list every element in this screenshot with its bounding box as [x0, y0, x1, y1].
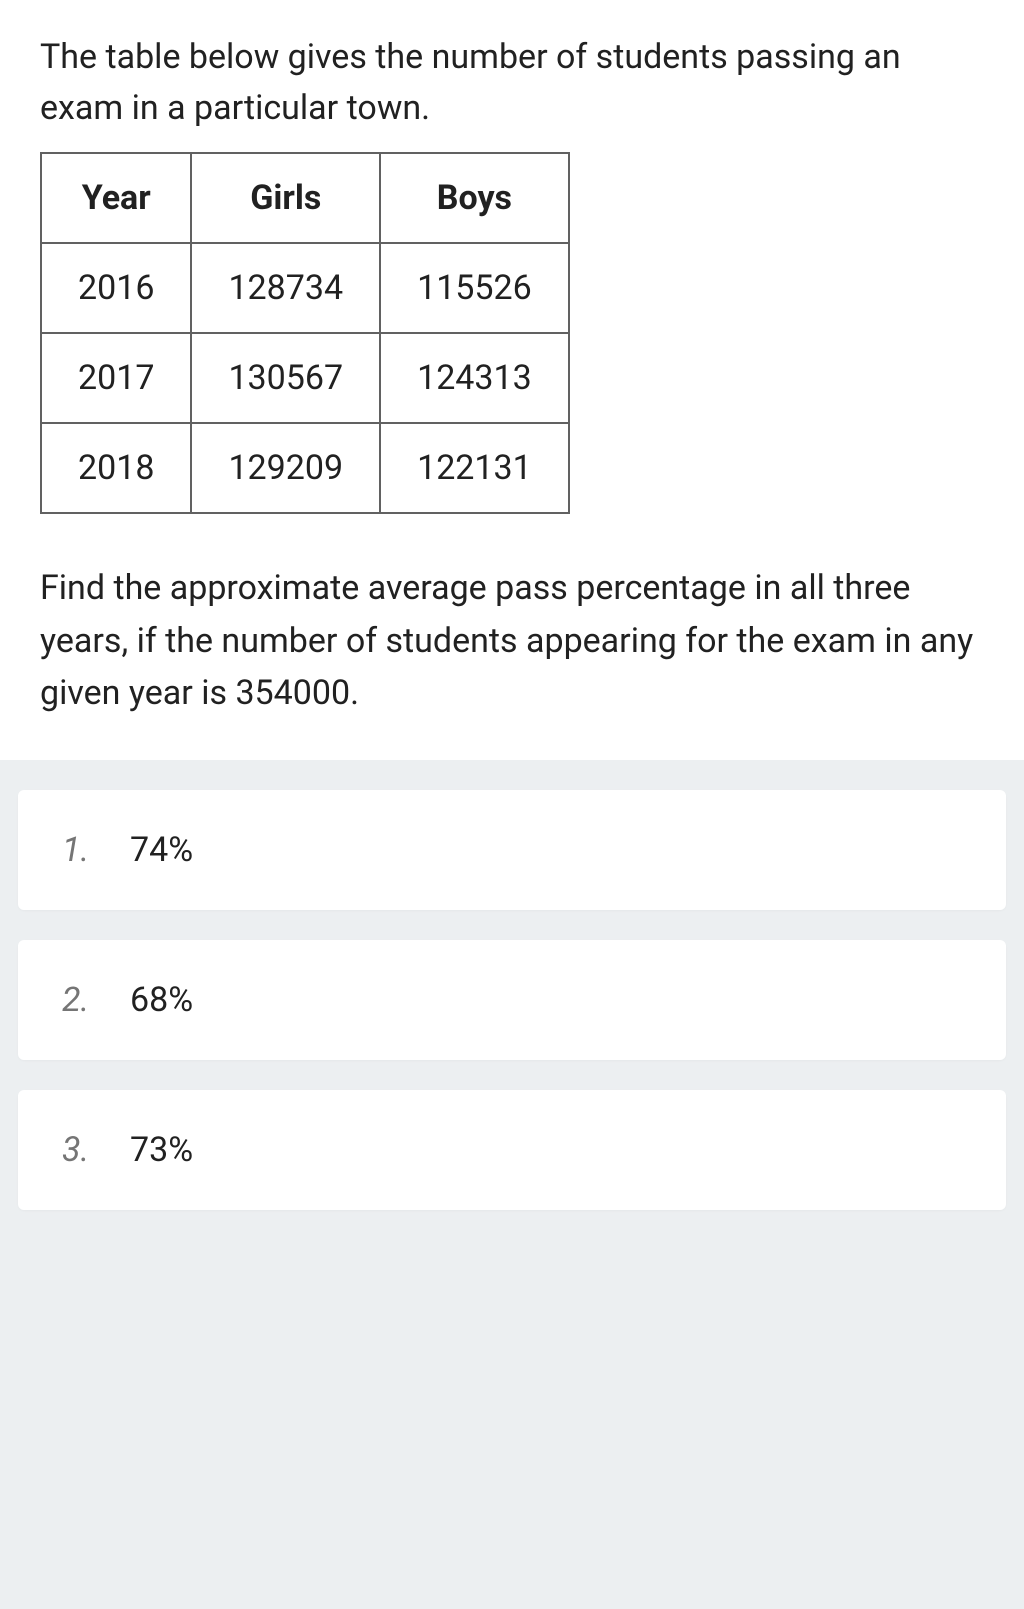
option-text: 74%: [130, 830, 193, 870]
option-number: 3.: [62, 1130, 102, 1170]
table-cell: 128734: [191, 243, 380, 333]
option-card[interactable]: 1. 74%: [18, 790, 1006, 910]
option-text: 73%: [130, 1130, 193, 1170]
col-header: Year: [41, 153, 191, 243]
col-header: Boys: [380, 153, 569, 243]
table-cell: 2017: [41, 333, 191, 423]
data-table: Year Girls Boys 2016 128734 115526 2017 …: [40, 152, 570, 514]
table-row: 2016 128734 115526: [41, 243, 569, 333]
table-cell: 2016: [41, 243, 191, 333]
question-prompt: Find the approximate average pass percen…: [40, 562, 984, 720]
table-cell: 129209: [191, 423, 380, 513]
col-header: Girls: [191, 153, 380, 243]
option-card[interactable]: 3. 73%: [18, 1090, 1006, 1210]
table-cell: 115526: [380, 243, 569, 333]
table-cell: 122131: [380, 423, 569, 513]
table-cell: 130567: [191, 333, 380, 423]
option-text: 68%: [130, 980, 193, 1020]
option-number: 1.: [62, 830, 102, 870]
question-intro: The table below gives the number of stud…: [40, 32, 984, 134]
table-row: 2018 129209 122131: [41, 423, 569, 513]
option-number: 2.: [62, 980, 102, 1020]
table-header-row: Year Girls Boys: [41, 153, 569, 243]
option-card[interactable]: 2. 68%: [18, 940, 1006, 1060]
table-cell: 124313: [380, 333, 569, 423]
question-block: The table below gives the number of stud…: [0, 0, 1024, 760]
table-cell: 2018: [41, 423, 191, 513]
options-area: 1. 74% 2. 68% 3. 73%: [0, 760, 1024, 1270]
table-row: 2017 130567 124313: [41, 333, 569, 423]
